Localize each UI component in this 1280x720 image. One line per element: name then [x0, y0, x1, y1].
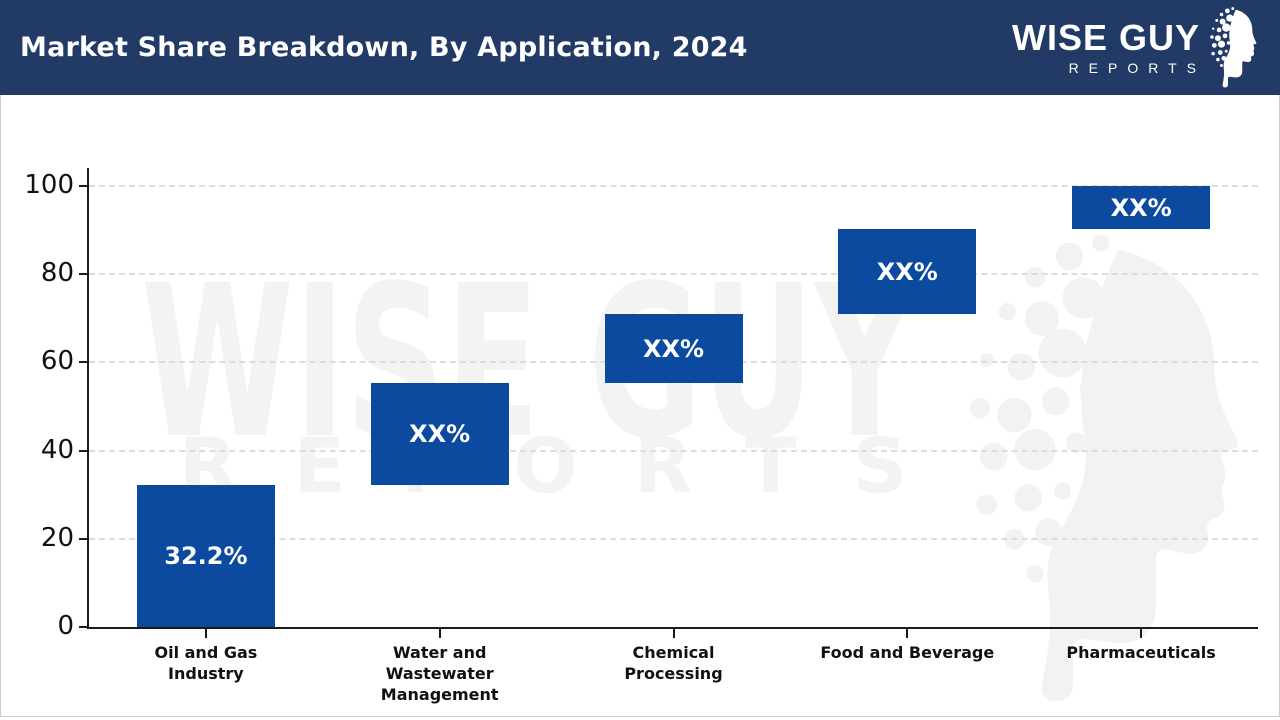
gridline	[89, 537, 1258, 540]
bar: XX%	[1072, 186, 1211, 230]
y-axis-tick-label: 20	[40, 522, 74, 553]
category-label: Chemical Processing	[624, 643, 723, 683]
category-label: Water and Wastewater Management	[380, 643, 499, 704]
x-axis-tick	[204, 629, 207, 638]
y-axis-tick	[79, 185, 88, 187]
x-axis-tick	[438, 629, 441, 638]
y-axis-tick-label: 0	[57, 611, 74, 641]
y-axis-tick	[79, 449, 88, 452]
category-label: Food and Beverage	[820, 643, 995, 662]
bar-value-label: XX%	[642, 334, 705, 363]
y-axis-tick	[79, 537, 88, 540]
bar-value-label: XX%	[409, 419, 471, 448]
x-axis-tick	[906, 629, 909, 638]
x-axis-tick	[1140, 629, 1143, 638]
gridline	[89, 449, 1258, 452]
bar: XX%	[838, 229, 977, 315]
y-axis-tick	[79, 273, 88, 276]
bar: XX%	[604, 314, 743, 383]
y-axis-tick-label: 100	[24, 170, 74, 200]
bar: 32.2%	[136, 484, 275, 627]
bar-value-label: 32.2%	[164, 541, 248, 570]
chart-area: WISE GUY REPORTS 0 20 40 60 80 100 32.2% Oil an…	[0, 95, 1280, 717]
x-axis-line	[87, 627, 1258, 629]
watermark-text-line2: REPORTS	[179, 421, 964, 510]
logo-sub-label: REPORTS	[1068, 59, 1206, 76]
bar: XX%	[370, 382, 509, 485]
gridline	[89, 185, 1258, 187]
brand-logo: WISE GUY REPORTS	[1012, 0, 1270, 95]
x-axis-tick	[672, 629, 675, 638]
bar-value-label: XX%	[876, 257, 938, 286]
gridline	[89, 273, 1258, 276]
header: Market Share Breakdown, By Application, …	[0, 0, 1280, 95]
bar-value-label: XX%	[1110, 193, 1172, 222]
y-axis-tick-label: 80	[40, 258, 74, 289]
logo-brand-label: WISE GUY	[1011, 16, 1200, 58]
category-label: Pharmaceuticals	[1066, 643, 1216, 662]
page-title: Market Share Breakdown, By Application, …	[20, 32, 748, 63]
y-axis-line	[87, 168, 89, 629]
category-label: Oil and Gas Industry	[154, 643, 258, 683]
y-axis-tick-label: 60	[40, 346, 74, 377]
y-axis-tick-label: 40	[40, 434, 74, 465]
brand-logo-text: WISE GUY REPORTS	[1011, 16, 1200, 76]
y-axis-tick	[79, 626, 88, 628]
y-axis-tick	[79, 361, 88, 364]
